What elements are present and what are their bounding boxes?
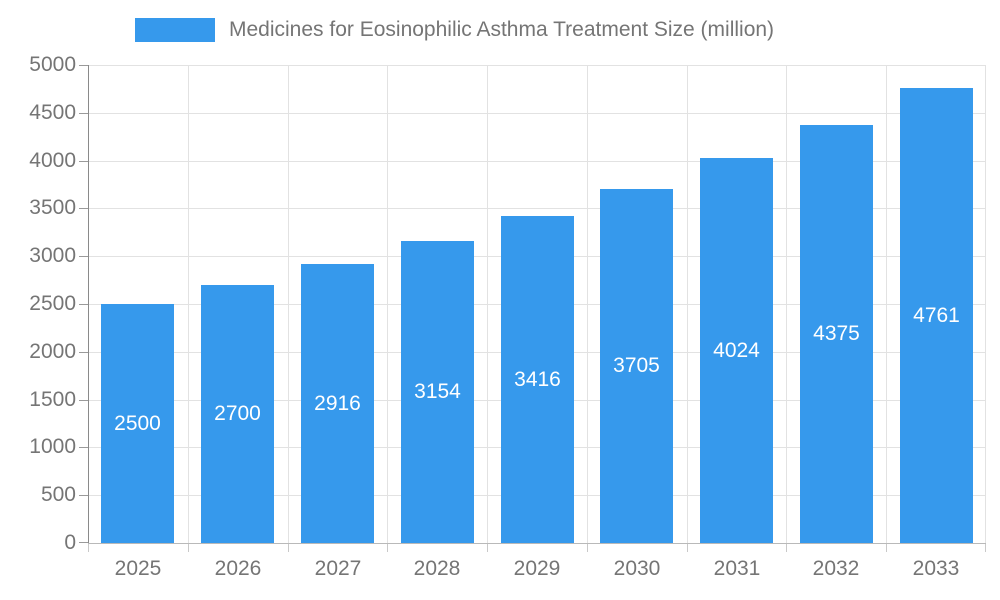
legend-item[interactable]: Medicines for Eosinophilic Asthma Treatm…: [135, 18, 774, 42]
legend-swatch-icon: [135, 18, 215, 42]
x-axis-tick: [985, 543, 986, 552]
bar[interactable]: 2700: [201, 285, 274, 543]
x-tick-label: 2032: [812, 557, 860, 580]
legend-label: Medicines for Eosinophilic Asthma Treatm…: [229, 18, 775, 41]
bar[interactable]: 3416: [501, 216, 574, 543]
y-tick-label: 3000: [29, 244, 76, 267]
x-axis-tick: [88, 543, 89, 552]
y-axis-tick: [79, 304, 88, 305]
bar-value-label: 4024: [713, 338, 760, 362]
y-axis-tick: [79, 65, 88, 66]
bar[interactable]: 4761: [900, 88, 973, 543]
y-tick-label: 0: [64, 531, 76, 554]
y-tick-label: 4500: [29, 101, 76, 124]
y-tick-label: 1500: [29, 388, 76, 411]
y-tick-label: 500: [40, 483, 76, 506]
x-tick-label: 2030: [613, 557, 661, 580]
x-tick-label: 2031: [713, 557, 761, 580]
bar-value-label: 3154: [414, 380, 461, 403]
h-gridline: [88, 208, 986, 209]
v-gridline: [487, 65, 488, 543]
y-axis-tick: [79, 161, 88, 162]
y-axis-tick: [79, 495, 88, 496]
v-gridline: [786, 65, 787, 543]
v-gridline: [288, 65, 289, 543]
x-tick-label: 2028: [413, 557, 461, 580]
v-gridline: [985, 65, 986, 543]
bar-value-label: 2500: [114, 411, 161, 435]
bar-value-label: 4761: [913, 303, 960, 327]
chart-legend: Medicines for Eosinophilic Asthma Treatm…: [135, 18, 774, 42]
bar[interactable]: 4024: [700, 158, 773, 543]
bar[interactable]: 4375: [800, 125, 873, 543]
x-tick-label: 2025: [114, 557, 162, 580]
bar[interactable]: 2916: [301, 264, 374, 543]
y-axis-tick: [79, 113, 88, 114]
bar[interactable]: 2500: [101, 304, 174, 543]
y-axis-tick: [79, 352, 88, 353]
y-tick-label: 2500: [29, 292, 76, 315]
bar-value-label: 2916: [314, 391, 361, 415]
y-tick-label: 3500: [29, 196, 76, 219]
x-tick-label: 2027: [314, 557, 362, 580]
v-gridline: [387, 65, 388, 543]
v-gridline: [687, 65, 688, 543]
y-axis-tick: [79, 400, 88, 401]
x-axis-tick: [587, 543, 588, 552]
y-tick-label: 2000: [29, 340, 76, 363]
x-axis-tick: [687, 543, 688, 552]
v-gridline: [886, 65, 887, 543]
x-axis-tick: [387, 543, 388, 552]
y-axis-tick: [79, 542, 88, 543]
y-tick-label: 4000: [29, 149, 76, 172]
plot-area: 0 500 1000 1500 2000 2500 3000 3500 4000 4500 5000…: [29, 53, 986, 580]
x-axis-tick: [188, 543, 189, 552]
x-axis-tick: [886, 543, 887, 552]
bar-value-label: 3416: [514, 367, 561, 391]
h-gridline: [88, 65, 986, 66]
y-axis-tick: [79, 208, 88, 209]
x-axis-tick: [786, 543, 787, 552]
bar-value-label: 2700: [214, 402, 261, 425]
x-axis-line: [88, 543, 986, 544]
x-tick-label: 2026: [214, 557, 262, 580]
bar-value-label: 4375: [813, 322, 860, 345]
y-axis-line: [88, 65, 89, 543]
h-gridline: [88, 161, 986, 162]
y-axis-tick: [79, 447, 88, 448]
h-gridline: [88, 113, 986, 114]
y-tick-label: 1000: [29, 435, 76, 458]
x-axis-tick: [288, 543, 289, 552]
v-gridline: [587, 65, 588, 543]
bar[interactable]: 3705: [600, 189, 673, 543]
bar[interactable]: 3154: [401, 241, 474, 543]
y-axis-tick: [79, 256, 88, 257]
y-tick-label: 5000: [29, 53, 76, 76]
v-gridline: [188, 65, 189, 543]
x-tick-label: 2029: [513, 557, 561, 580]
bar-value-label: 3705: [613, 354, 660, 377]
x-axis-tick: [487, 543, 488, 552]
x-tick-label: 2033: [912, 557, 960, 580]
